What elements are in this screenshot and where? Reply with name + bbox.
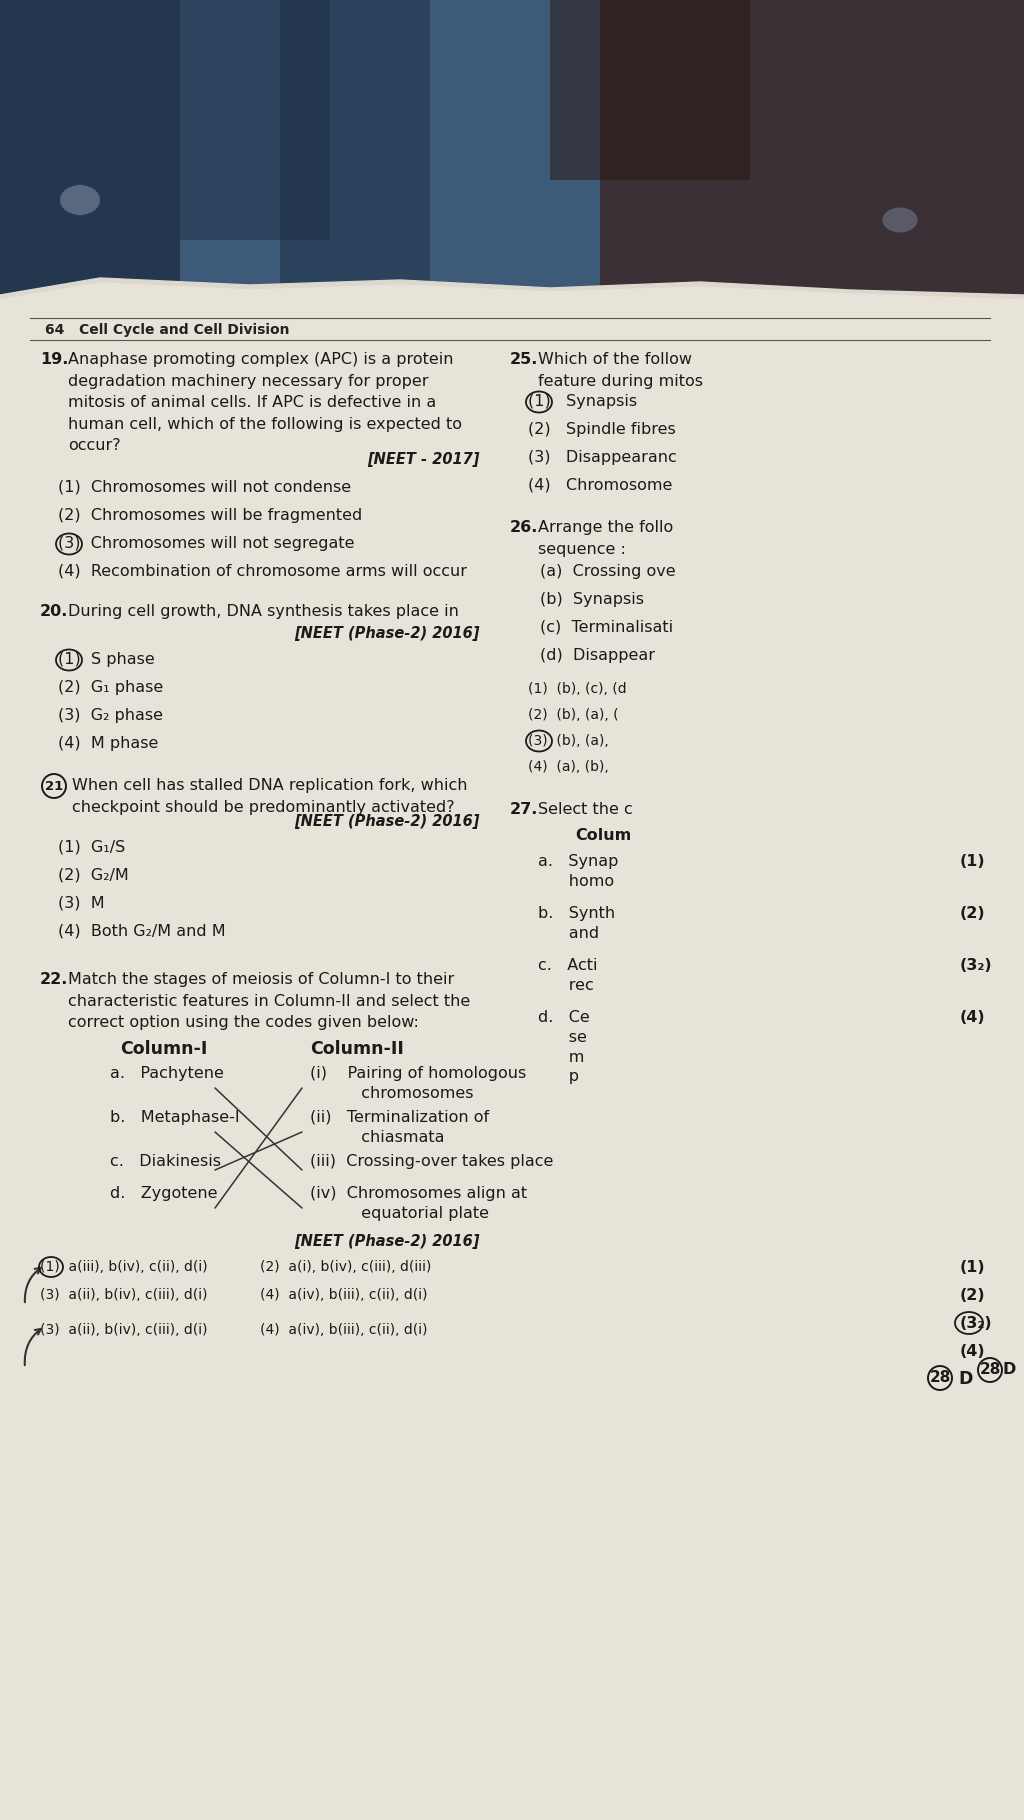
- Text: (3₂): (3₂): [961, 957, 992, 974]
- Text: (iii)  Crossing-over takes place: (iii) Crossing-over takes place: [310, 1154, 553, 1168]
- Text: 22.: 22.: [40, 972, 69, 986]
- Text: 64   Cell Cycle and Cell Division: 64 Cell Cycle and Cell Division: [45, 322, 290, 337]
- Text: Arrange the follo
sequence :: Arrange the follo sequence :: [538, 521, 673, 557]
- Text: a.   Synap
      homo: a. Synap homo: [538, 854, 618, 888]
- Text: (1): (1): [961, 1259, 986, 1276]
- Text: d.   Zygotene: d. Zygotene: [110, 1187, 217, 1201]
- Text: D: D: [958, 1370, 973, 1389]
- Text: 25.: 25.: [510, 351, 539, 368]
- Text: (3)  a(ii), b(iv), c(iii), d(i): (3) a(ii), b(iv), c(iii), d(i): [40, 1289, 208, 1301]
- Text: (3₂): (3₂): [961, 1316, 992, 1330]
- Text: (4)  M phase: (4) M phase: [58, 735, 159, 752]
- Text: (b)  Synapsis: (b) Synapsis: [540, 592, 644, 608]
- Text: 19.: 19.: [40, 351, 69, 368]
- Bar: [600, 0, 1024, 320]
- Text: D: D: [1002, 1361, 1017, 1378]
- Text: (4)  Recombination of chromosome arms will occur: (4) Recombination of chromosome arms wil…: [58, 564, 467, 579]
- Text: (1)  (b), (c), (d: (1) (b), (c), (d: [528, 682, 627, 695]
- Text: Colum: Colum: [575, 828, 631, 843]
- Text: (2)  G₁ phase: (2) G₁ phase: [58, 681, 163, 695]
- Text: [NEET - 2017]: [NEET - 2017]: [368, 451, 480, 468]
- Polygon shape: [0, 282, 1024, 1820]
- Text: (i)    Pairing of homologous
          chromosomes: (i) Pairing of homologous chromosomes: [310, 1067, 526, 1101]
- Text: (1)  a(iii), b(iv), c(ii), d(i): (1) a(iii), b(iv), c(ii), d(i): [40, 1259, 208, 1274]
- Text: (4)  (a), (b),: (4) (a), (b),: [528, 761, 608, 774]
- Text: (1): (1): [961, 854, 986, 868]
- Text: (4)  Both G₂/M and M: (4) Both G₂/M and M: [58, 925, 225, 939]
- Text: (2): (2): [961, 906, 986, 921]
- Text: Which of the follow
feature during mitos: Which of the follow feature during mitos: [538, 351, 703, 389]
- Text: (3)  M: (3) M: [58, 895, 104, 912]
- Text: c.   Acti
      rec: c. Acti rec: [538, 957, 597, 992]
- Text: (ii)   Terminalization of
          chiasmata: (ii) Terminalization of chiasmata: [310, 1110, 489, 1145]
- Text: 28: 28: [979, 1363, 1000, 1378]
- Text: c.   Diakinesis: c. Diakinesis: [110, 1154, 221, 1168]
- Text: (d)  Disappear: (d) Disappear: [540, 648, 655, 662]
- Text: b.   Metaphase-I: b. Metaphase-I: [110, 1110, 240, 1125]
- Text: (3)  Chromosomes will not segregate: (3) Chromosomes will not segregate: [58, 537, 354, 551]
- Text: (4)  a(iv), b(iii), c(ii), d(i): (4) a(iv), b(iii), c(ii), d(i): [260, 1323, 427, 1338]
- Text: Column-I: Column-I: [120, 1039, 208, 1057]
- Text: (2)  Chromosomes will be fragmented: (2) Chromosomes will be fragmented: [58, 508, 362, 522]
- Text: Column-II: Column-II: [310, 1039, 403, 1057]
- Text: (4)  a(iv), b(iii), c(ii), d(i): (4) a(iv), b(iii), c(ii), d(i): [260, 1289, 427, 1301]
- Bar: [550, 0, 750, 180]
- Text: (4): (4): [961, 1343, 986, 1360]
- Text: [NEET (Phase-2) 2016]: [NEET (Phase-2) 2016]: [295, 1234, 480, 1249]
- Ellipse shape: [883, 207, 918, 233]
- Text: (1)   Synapsis: (1) Synapsis: [528, 393, 637, 410]
- Polygon shape: [0, 278, 1024, 1820]
- Text: [NEET (Phase-2) 2016]: [NEET (Phase-2) 2016]: [295, 814, 480, 828]
- Text: (1)  S phase: (1) S phase: [58, 652, 155, 666]
- Text: (3)  G₂ phase: (3) G₂ phase: [58, 708, 163, 723]
- Text: (4): (4): [961, 1010, 986, 1025]
- Text: Select the c: Select the c: [538, 803, 633, 817]
- Text: (2)  G₂/M: (2) G₂/M: [58, 868, 129, 883]
- Bar: [0, 0, 1024, 320]
- Text: During cell growth, DNA synthesis takes place in: During cell growth, DNA synthesis takes …: [68, 604, 459, 619]
- Text: Match the stages of meiosis of Column-I to their
characteristic features in Colu: Match the stages of meiosis of Column-I …: [68, 972, 470, 1030]
- Text: (3)  a(ii), b(iv), c(iii), d(i): (3) a(ii), b(iv), c(iii), d(i): [40, 1323, 208, 1338]
- Text: (c)  Terminalisati: (c) Terminalisati: [540, 621, 673, 635]
- Text: Anaphase promoting complex (APC) is a protein
degradation machinery necessary fo: Anaphase promoting complex (APC) is a pr…: [68, 351, 462, 453]
- Text: a.   Pachytene: a. Pachytene: [110, 1067, 224, 1081]
- Text: [NEET (Phase-2) 2016]: [NEET (Phase-2) 2016]: [295, 626, 480, 641]
- Text: (a)  Crossing ove: (a) Crossing ove: [540, 564, 676, 579]
- Text: (2)   Spindle fibres: (2) Spindle fibres: [528, 422, 676, 437]
- Ellipse shape: [60, 186, 100, 215]
- Text: 27.: 27.: [510, 803, 539, 817]
- Text: 28: 28: [930, 1370, 950, 1385]
- Text: (1)  Chromosomes will not condense: (1) Chromosomes will not condense: [58, 480, 351, 495]
- Text: (4)   Chromosome: (4) Chromosome: [528, 479, 673, 493]
- Text: b.   Synth
      and: b. Synth and: [538, 906, 615, 941]
- Text: 21: 21: [45, 779, 63, 792]
- Text: (1)  G₁/S: (1) G₁/S: [58, 841, 125, 855]
- Text: (2): (2): [961, 1289, 986, 1303]
- Text: (2)  a(i), b(iv), c(iii), d(iii): (2) a(i), b(iv), c(iii), d(iii): [260, 1259, 431, 1274]
- Bar: [280, 0, 430, 300]
- Text: d.   Ce
      se
      m
      p: d. Ce se m p: [538, 1010, 590, 1085]
- Text: (3)   Disappearanc: (3) Disappearanc: [528, 450, 677, 464]
- Text: (3)  (b), (a),: (3) (b), (a),: [528, 733, 608, 748]
- Text: (2)  (b), (a), (: (2) (b), (a), (: [528, 708, 618, 723]
- Bar: [130, 0, 330, 240]
- Bar: [0, 0, 180, 320]
- Text: (iv)  Chromosomes align at
          equatorial plate: (iv) Chromosomes align at equatorial pla…: [310, 1187, 527, 1221]
- Text: 20.: 20.: [40, 604, 69, 619]
- Text: 26.: 26.: [510, 521, 539, 535]
- Text: When cell has stalled DNA replication fork, which
checkpoint should be predomina: When cell has stalled DNA replication fo…: [72, 777, 468, 815]
